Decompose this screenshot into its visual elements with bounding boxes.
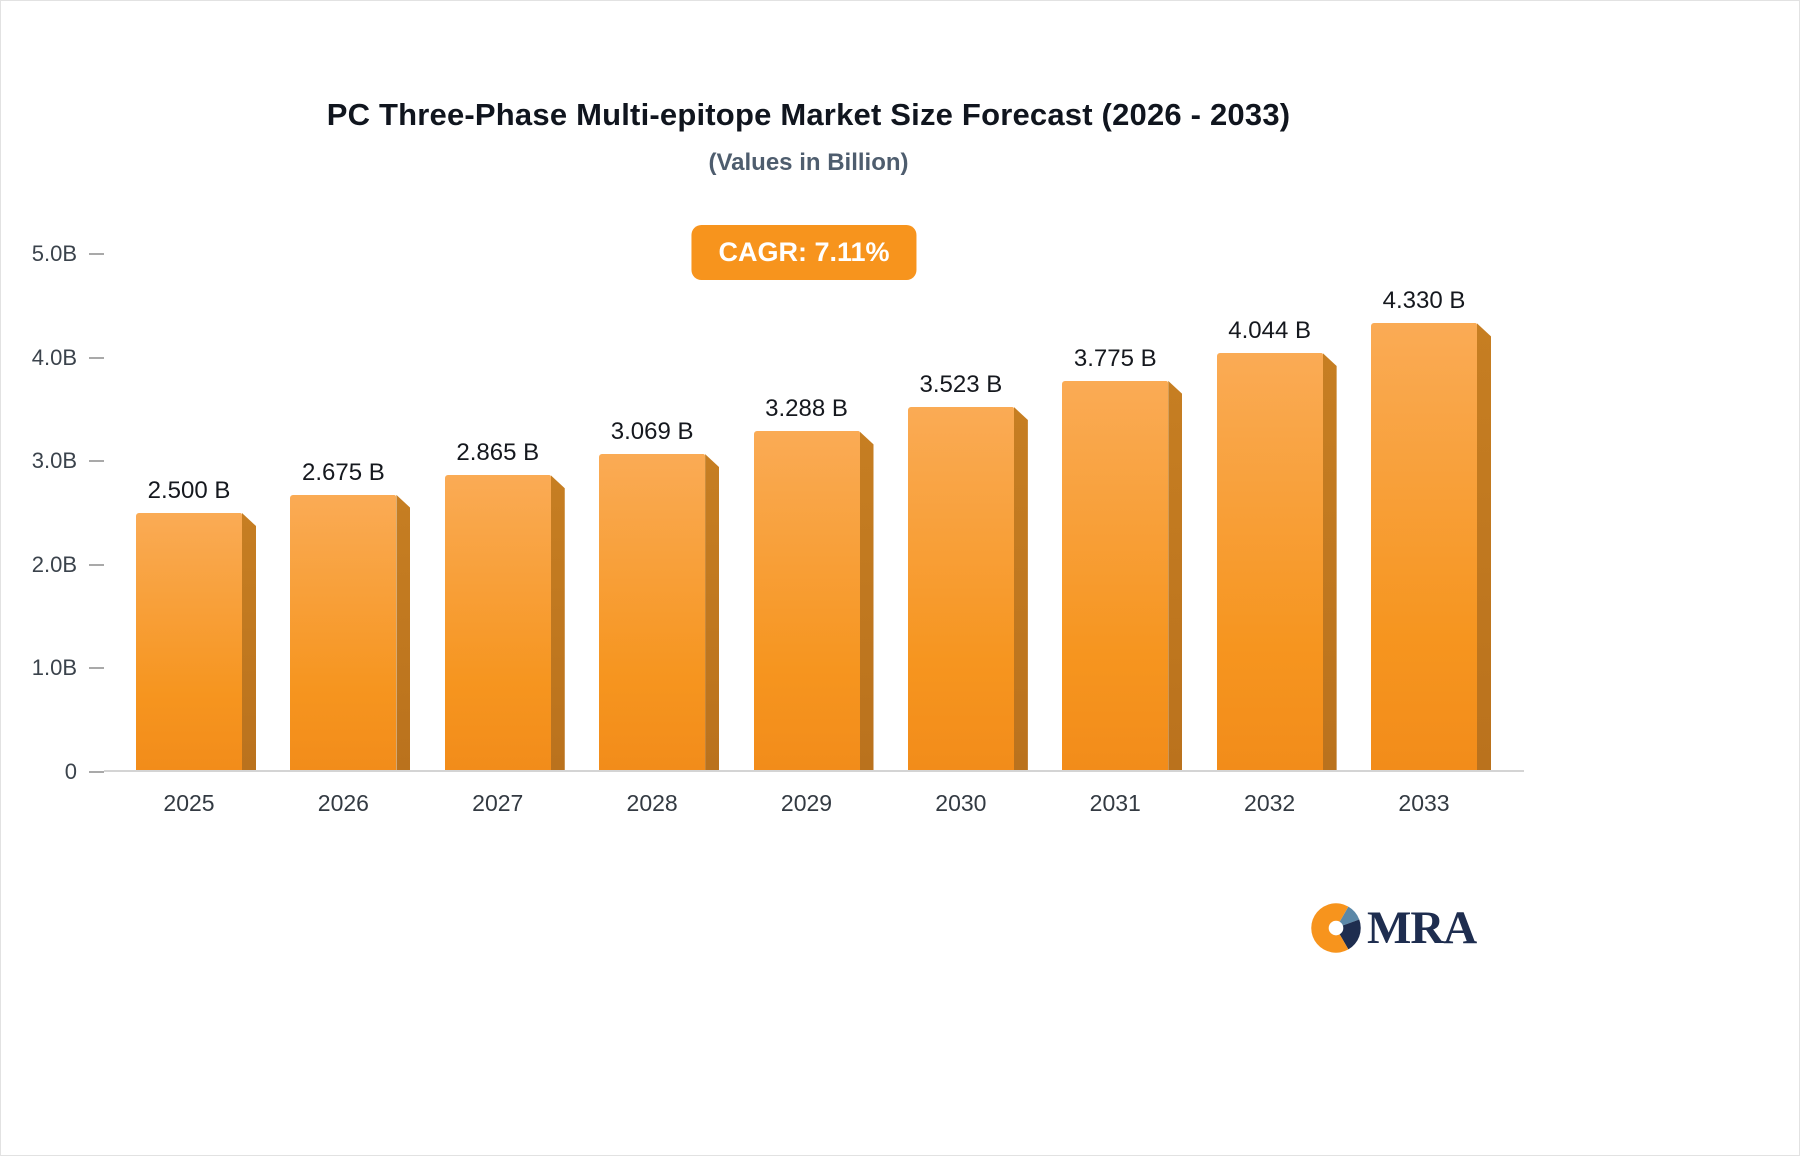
x-axis-label: 2025 (163, 790, 215, 816)
logo-text: MRA (1367, 902, 1477, 954)
y-tick-mark (89, 563, 104, 566)
bar (1216, 353, 1337, 772)
bar (290, 494, 411, 772)
y-axis-tick-label: 4.0B (31, 344, 77, 370)
x-axis-label: 2029 (780, 790, 833, 816)
bar-side-face (1013, 407, 1028, 772)
chart-title: PC Three-Phase Multi-epitope Market Size… (326, 97, 1291, 132)
plot-area: 2.500 B 2025 2.675 B 2026 2.865 B 2027 3.069 B… (106, 254, 1521, 816)
chart-subtitle: (Values in Billion) (708, 149, 909, 176)
y-tick-mark (89, 253, 104, 255)
y-axis-tick-label: 3.0B (31, 448, 77, 474)
y-tick-mark (89, 460, 104, 463)
bar (444, 475, 565, 772)
bar-value-label: 3.775 B (1073, 344, 1157, 372)
bar-side-face (705, 454, 720, 772)
bar-value-label: 3.288 B (765, 395, 848, 423)
y-axis-tick-label: 2.0B (31, 551, 77, 577)
x-axis-label: 2032 (1244, 790, 1296, 816)
bar-side-face (550, 475, 565, 772)
x-axis-label: 2028 (626, 790, 678, 816)
bar (599, 454, 720, 772)
bar-front-face (444, 475, 551, 772)
bar-front-face (136, 513, 242, 772)
brand-logo: MRA (1309, 901, 1477, 955)
bar-value-label: 4.330 B (1382, 287, 1466, 315)
x-axis-label: 2031 (1089, 790, 1141, 816)
y-axis-tick-label: 0 (64, 759, 77, 784)
x-axis-label: 2033 (1398, 790, 1450, 816)
bar-side-face (1168, 380, 1183, 772)
y-tick-mark (89, 667, 104, 670)
bar (753, 431, 874, 772)
bar-value-label: 2.500 B (147, 477, 231, 504)
logo-pie-icon (1311, 903, 1361, 953)
bar-front-face (1216, 353, 1323, 772)
x-axis-label: 2027 (472, 790, 524, 816)
bar-value-label: 4.044 B (1228, 317, 1311, 345)
x-axis-line (104, 770, 1524, 772)
bar-side-face (859, 431, 874, 772)
x-axis-label: 2026 (317, 790, 369, 816)
cagr-badge: CAGR: 7.11% (691, 225, 917, 280)
y-tick-mark (89, 356, 104, 359)
bar (907, 407, 1028, 772)
bar-front-face (1371, 323, 1477, 772)
bar-side-face (1477, 323, 1491, 772)
bar-value-label: 3.069 B (610, 418, 694, 446)
bar-value-label: 3.523 B (919, 371, 1003, 399)
bar (1371, 323, 1491, 772)
y-axis-tick-label: 1.0B (31, 655, 77, 681)
bar-front-face (1062, 380, 1169, 772)
bar-front-face (907, 407, 1014, 772)
bar-front-face (753, 431, 860, 772)
bar-front-face (290, 494, 397, 772)
x-axis-label: 2030 (935, 790, 987, 816)
bar (136, 513, 256, 772)
bar-value-label: 2.865 B (456, 439, 540, 467)
bar (1062, 380, 1183, 772)
y-tick-mark (89, 771, 104, 773)
y-axis-tick-label: 5.0B (31, 241, 77, 266)
bar-value-label: 2.675 B (302, 458, 385, 486)
bar-side-face (242, 513, 256, 772)
bar-front-face (599, 454, 706, 772)
bar-side-face (396, 494, 411, 772)
bar-side-face (1322, 353, 1337, 772)
